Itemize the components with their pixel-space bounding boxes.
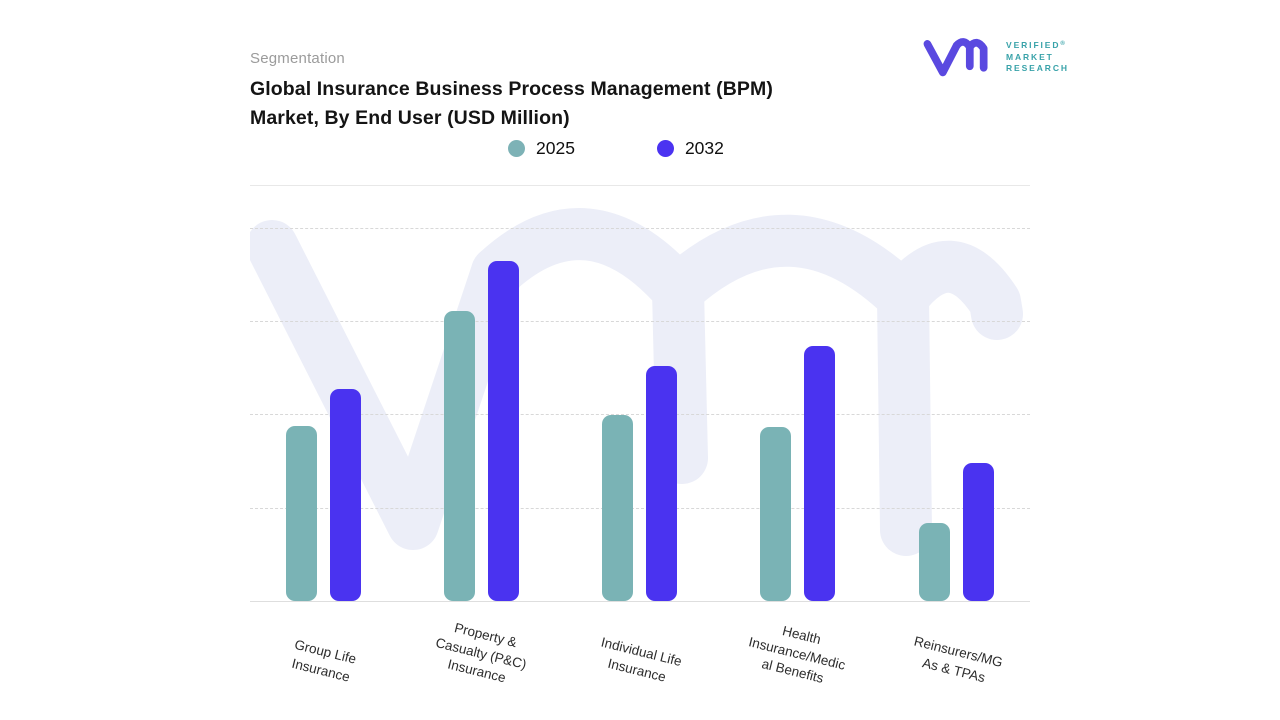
legend-swatch-2025-icon [508, 140, 525, 157]
vmr-watermark-icon [250, 208, 1023, 556]
bar-2025-3[interactable] [602, 415, 633, 601]
category-label-1: Group Life Insurance [236, 623, 410, 700]
registered-mark: ® [1060, 41, 1065, 48]
gridline [250, 321, 1030, 322]
chart-legend: 2025 2032 [508, 138, 724, 159]
bar-2032-5[interactable] [963, 463, 994, 601]
legend-label-2025: 2025 [536, 138, 575, 158]
category-label-3: Individual Life Insurance [552, 623, 726, 700]
legend-label-2032: 2032 [684, 138, 724, 158]
page-title: Global Insurance Business Process Manage… [250, 75, 870, 133]
bar-2032-1[interactable] [330, 389, 361, 601]
vmr-logo-wordmark: VERIFIED® MARKET RESEARCH [1006, 40, 1069, 74]
bar-2032-4[interactable] [804, 346, 835, 601]
chart-plot-area [250, 185, 1030, 602]
bar-2025-2[interactable] [444, 311, 475, 601]
gridline [250, 228, 1030, 229]
category-label-5: Reinsurers/MG As & TPAs [869, 623, 1043, 700]
bar-2032-3[interactable] [646, 366, 677, 601]
category-label-2: Property & Casualty (P&C) Insurance [392, 606, 570, 701]
vmr-monogram-icon [922, 34, 996, 80]
legend-item-2025[interactable]: 2025 [508, 138, 575, 159]
category-label-4: Health Insurance/Medic al Benefits [708, 606, 886, 701]
gridline [250, 508, 1030, 509]
eyebrow-segmentation: Segmentation [250, 50, 345, 67]
page-title-line1: Global Insurance Business Process Manage… [250, 78, 773, 100]
legend-item-2032[interactable]: 2032 [656, 138, 724, 159]
legend-swatch-2032-icon [656, 140, 674, 157]
bar-2025-4[interactable] [760, 427, 791, 601]
page-title-line2: Market, By End User (USD Million) [250, 107, 570, 129]
gridline [250, 414, 1030, 415]
vmr-logo: VERIFIED® MARKET RESEARCH [922, 34, 1069, 80]
bar-2025-1[interactable] [286, 426, 317, 601]
bar-2025-5[interactable] [919, 523, 950, 601]
bar-2032-2[interactable] [488, 261, 519, 601]
